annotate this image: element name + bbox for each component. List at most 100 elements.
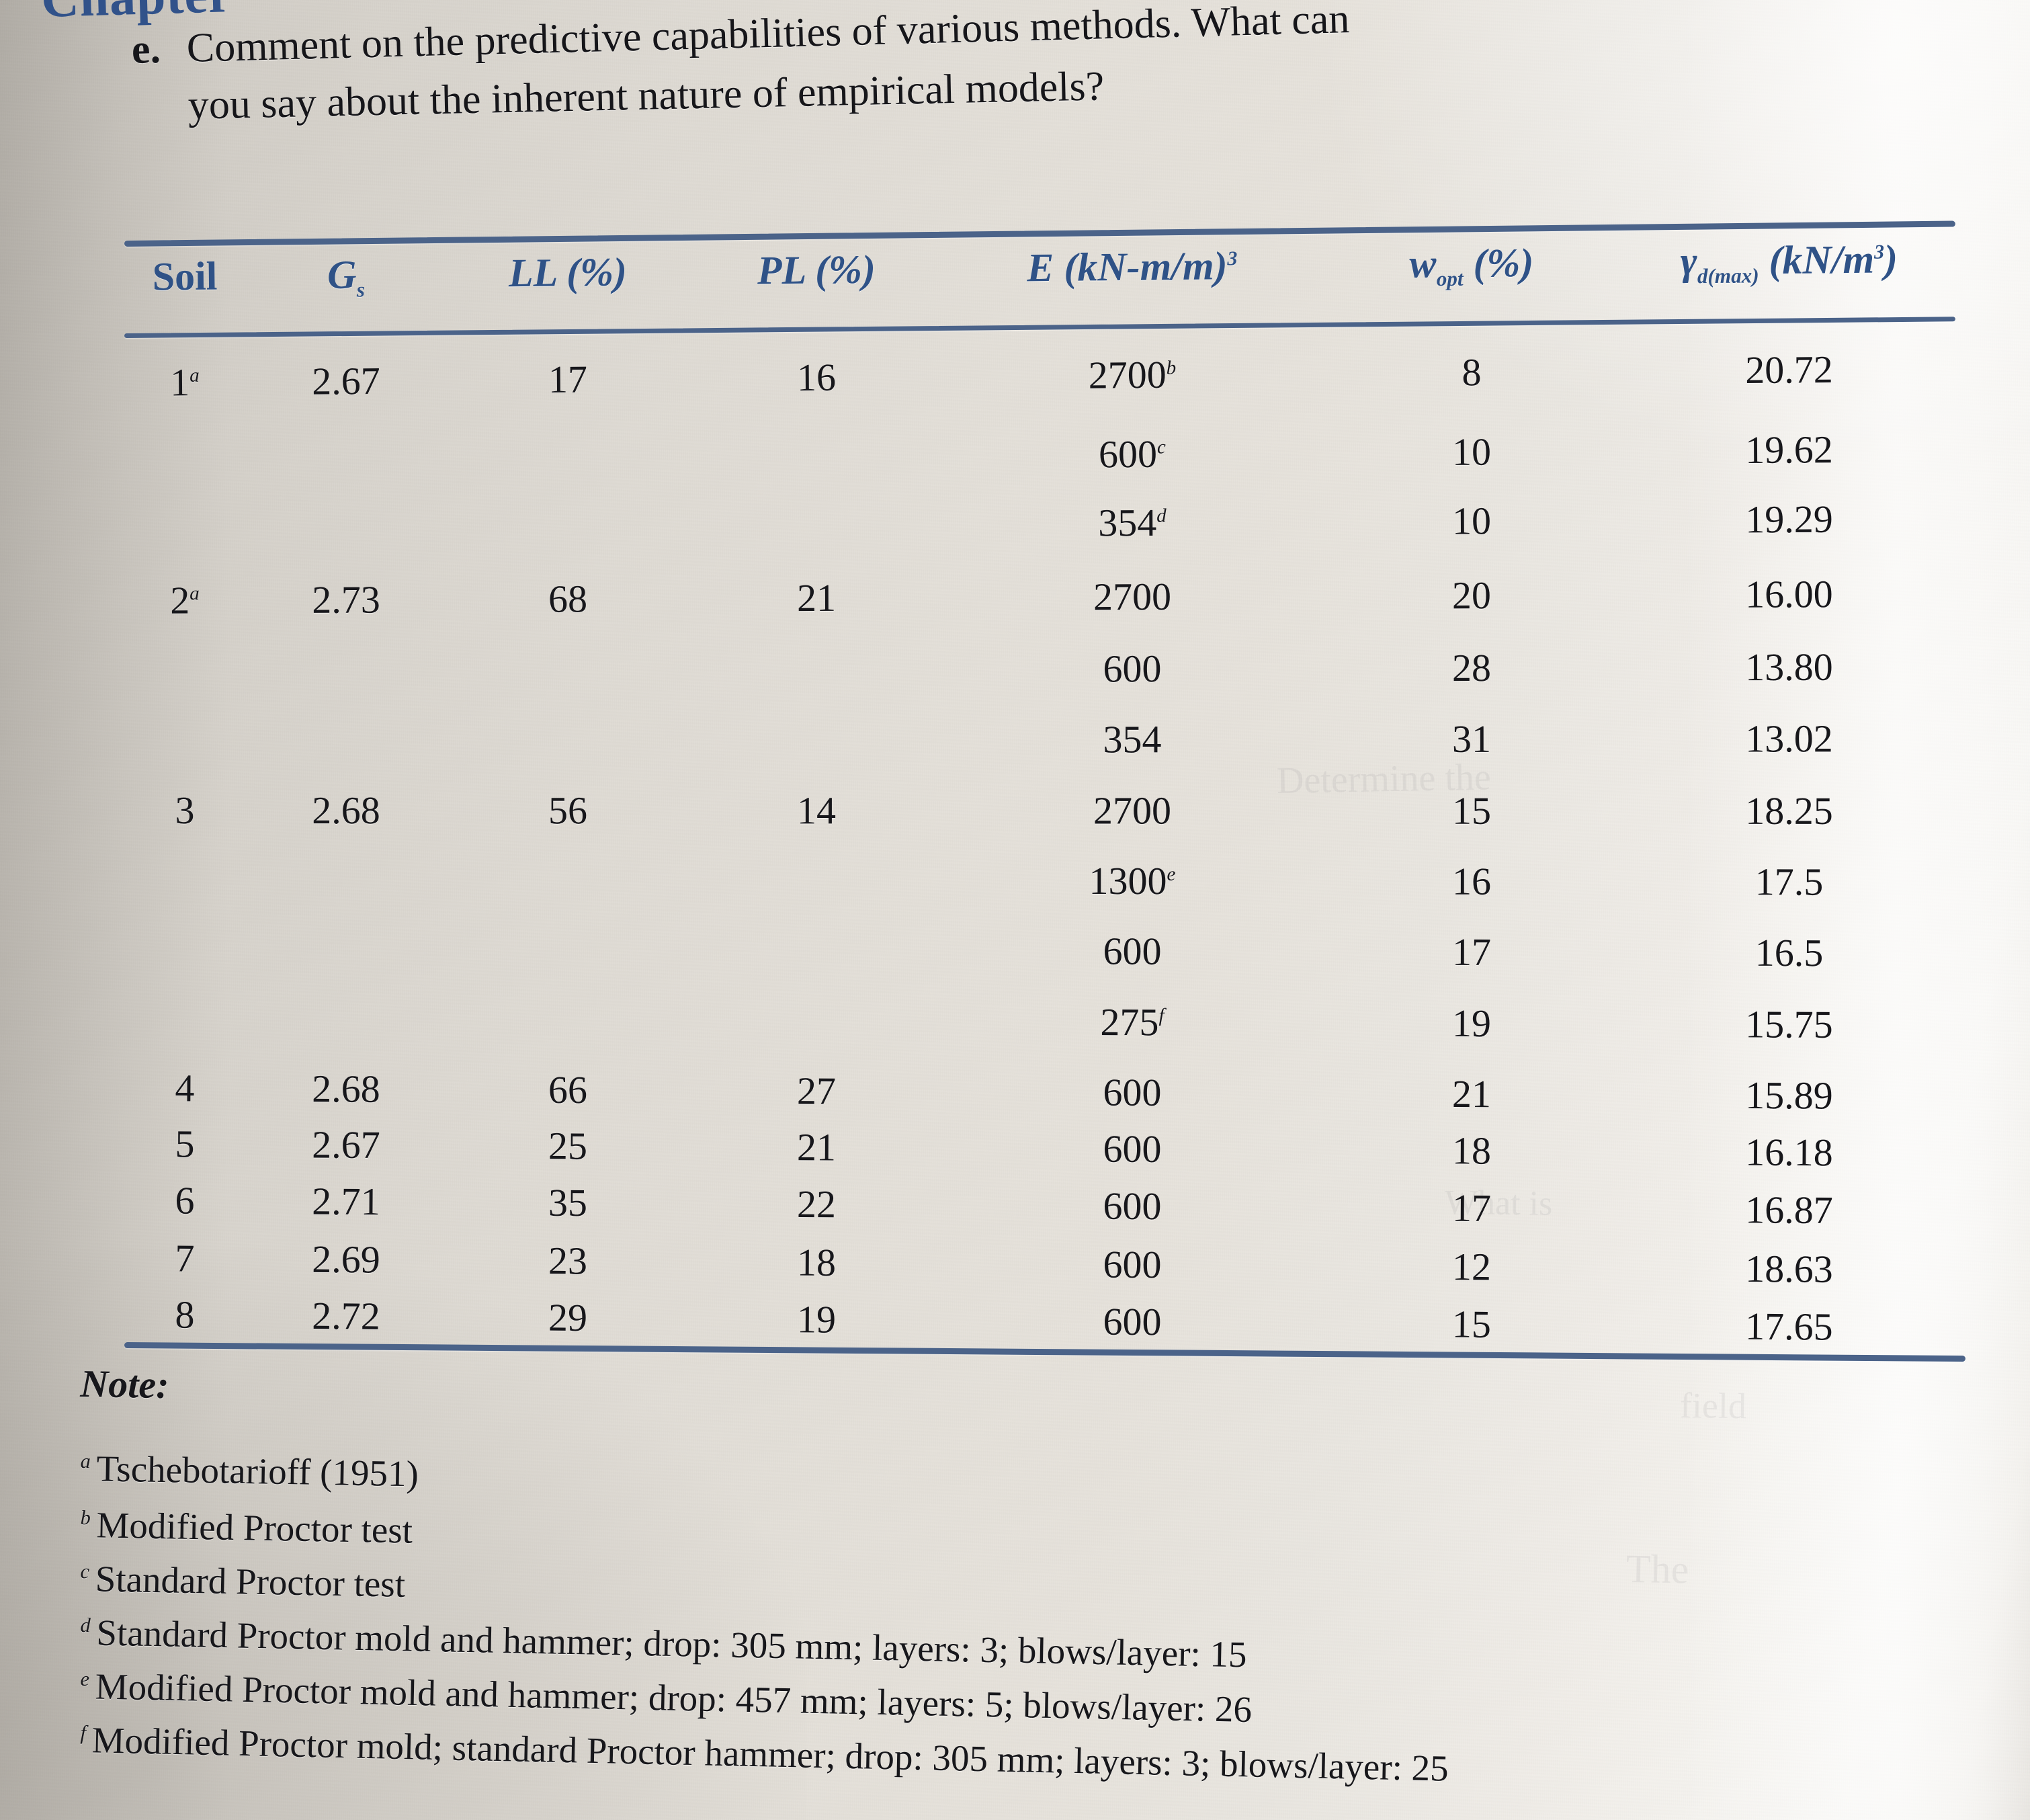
cell-gd: 18.25	[1745, 788, 1833, 833]
cell-pl: 16	[796, 355, 837, 400]
table-row: 600 28 13.80	[124, 644, 1955, 694]
cell-gd: 19.62	[1744, 427, 1833, 472]
column-header-ll: LL (%)	[508, 249, 628, 296]
footnote-text: Tschebotarioff (1951)	[96, 1448, 419, 1495]
column-header-e: E (kN-m/m)3	[1026, 243, 1238, 290]
table-row: 5 2.67 25 21 600 18 16.18	[124, 1121, 1955, 1175]
table-row: 8 2.72 29 19 600 15 17.65	[124, 1292, 1955, 1350]
cell-e: 600	[1103, 1299, 1162, 1344]
cell-gd: 17.5	[1754, 860, 1824, 904]
cell-w: 18	[1451, 1128, 1492, 1173]
cell-ll	[447, 683, 689, 684]
footnote-a: a Tschebotarioff (1951)	[80, 1447, 419, 1495]
cell-gd: 20.72	[1744, 347, 1833, 392]
column-header-gd: γd(max) (kN/m3)	[1680, 237, 1898, 288]
cell-soil: 5	[175, 1122, 195, 1166]
cell-soil: 2a	[170, 578, 200, 622]
cell-gs	[245, 1032, 447, 1033]
footnote-marker-b: b	[80, 1505, 91, 1529]
footnote-c: c Standard Proctor test	[80, 1557, 406, 1606]
cell-e: 2700	[1093, 575, 1172, 619]
table-header-row: Soil Gs LL (%) PL (%) E (kN-m/m)3 wopt (%) γd(…	[124, 235, 1956, 302]
question-marker: e.	[131, 26, 161, 73]
cell-ll: 25	[548, 1124, 588, 1168]
cell-pl: 27	[796, 1069, 837, 1113]
cell-gd: 15.89	[1745, 1073, 1833, 1118]
cell-e: 600	[1103, 1184, 1162, 1229]
cell-soil	[124, 540, 245, 541]
cell-w: 31	[1451, 716, 1492, 761]
footnote-b: b Modified Proctor test	[80, 1503, 413, 1552]
table-rule-header	[124, 317, 1955, 338]
cell-w: 15	[1451, 1302, 1492, 1346]
cell-e: 1300e	[1089, 859, 1176, 903]
cell-gd: 16.5	[1754, 930, 1824, 975]
footnote-marker-c: c	[80, 1559, 90, 1583]
cell-pl: 22	[796, 1182, 837, 1227]
cell-pl	[689, 537, 944, 538]
cell-w: 10	[1451, 499, 1492, 543]
cell-ll: 23	[548, 1239, 588, 1283]
table-row: 354d 10 19.29	[124, 496, 1955, 550]
footnote-text: Modified Proctor mold and hammer; drop: …	[95, 1665, 1253, 1730]
cell-ll: 35	[548, 1180, 588, 1225]
cell-ll	[447, 1033, 689, 1034]
cell-w: 8	[1462, 350, 1482, 395]
cell-ll: 66	[548, 1067, 588, 1112]
table-row: 275f 19 15.75	[124, 996, 1955, 1048]
cell-gs: 2.72	[312, 1294, 380, 1338]
cell-soil: 1a	[169, 360, 200, 405]
footnote-text: Standard Proctor mold and hammer; drop: …	[95, 1612, 1248, 1676]
cell-gs: 2.69	[312, 1237, 380, 1282]
cell-w: 19	[1451, 1001, 1492, 1046]
cell-w: 28	[1451, 646, 1492, 690]
cell-e: 275f	[1100, 1000, 1165, 1044]
table-row: 354 31 13.02	[124, 716, 1955, 763]
column-header-pl: PL (%)	[757, 247, 876, 293]
cell-e: 2700b	[1088, 352, 1177, 397]
cell-w: 15	[1451, 788, 1492, 833]
cell-gs: 2.67	[311, 359, 380, 403]
cell-soil	[124, 473, 245, 474]
cell-w: 16	[1451, 859, 1492, 903]
footnote-marker-e: e	[80, 1667, 90, 1690]
cell-soil: 8	[175, 1292, 195, 1337]
cell-e: 600	[1103, 1126, 1162, 1171]
column-header-w: wopt (%)	[1409, 240, 1534, 291]
cell-gd: 13.80	[1745, 645, 1833, 690]
cell-gd: 16.87	[1745, 1188, 1833, 1233]
table-row: 600c 10 19.62	[124, 426, 1955, 483]
cell-gd: 15.75	[1745, 1002, 1833, 1046]
cell-e: 2700	[1093, 788, 1172, 833]
table-row: 600 17 16.5	[124, 926, 1955, 976]
cell-gd: 18.63	[1744, 1246, 1833, 1291]
cell-e: 354d	[1098, 500, 1167, 545]
cell-e: 600	[1103, 929, 1162, 973]
cell-ll	[447, 893, 689, 894]
cell-gd: 17.65	[1744, 1304, 1833, 1349]
table-row: 3 2.68 56 14 2700 15 18.25	[124, 788, 1955, 833]
cell-e: 600	[1103, 1242, 1162, 1287]
cell-e: 600	[1103, 1070, 1162, 1115]
cell-w: 12	[1451, 1245, 1492, 1289]
cell-soil: 6	[175, 1178, 195, 1223]
cell-e: 600c	[1098, 431, 1166, 477]
cell-e: 600	[1103, 647, 1162, 691]
cell-ll: 68	[548, 577, 588, 621]
cell-w: 21	[1451, 1071, 1492, 1116]
cell-gs: 2.73	[312, 577, 380, 622]
table-row: 6 2.71 35 22 600 17 16.87	[124, 1177, 1955, 1233]
cell-e: 354	[1103, 717, 1162, 761]
cell-soil: 7	[175, 1236, 195, 1280]
cell-w: 17	[1451, 929, 1492, 974]
cell-gd: 16.18	[1745, 1130, 1833, 1175]
column-header-gs: Gs	[327, 252, 366, 302]
cell-ll: 29	[548, 1295, 588, 1340]
table-row: 4 2.68 66 27 600 21 15.89	[124, 1065, 1955, 1118]
cell-gs	[245, 472, 447, 473]
footnote-marker-d: d	[80, 1613, 91, 1637]
notes-title: Note:	[79, 1361, 170, 1407]
cell-gs: 2.67	[312, 1122, 380, 1167]
